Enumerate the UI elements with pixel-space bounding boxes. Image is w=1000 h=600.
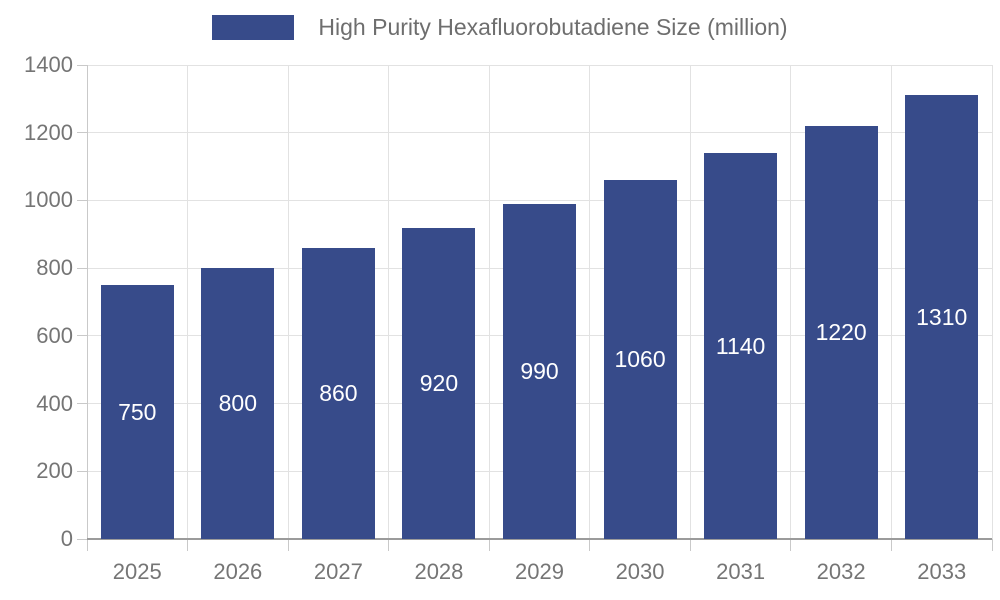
x-gridline xyxy=(488,65,490,539)
bar-value-label: 800 xyxy=(218,390,258,417)
x-axis-tick xyxy=(790,539,792,551)
bar-value-label: 750 xyxy=(118,398,157,425)
x-axis-tick xyxy=(589,539,591,551)
y-axis-tick xyxy=(77,199,87,201)
x-axis-tick-label: 2028 xyxy=(414,559,464,584)
y-axis-tick xyxy=(77,132,87,134)
x-axis-tick-label: 2029 xyxy=(515,559,564,584)
legend[interactable]: High Purity Hexafluorobutadiene Size (mi… xyxy=(0,14,1000,41)
y-axis-tick xyxy=(77,403,87,405)
bar: 1220 xyxy=(804,125,878,539)
bar-value-label: 1140 xyxy=(715,332,766,359)
y-axis-tick-label: 800 xyxy=(36,255,73,281)
y-axis-tick-label: 200 xyxy=(36,458,73,484)
x-axis-tick xyxy=(287,539,289,551)
x-axis-tick-label: 2033 xyxy=(917,559,967,584)
y-gridline xyxy=(87,199,992,201)
bar: 1060 xyxy=(603,180,677,539)
x-gridline xyxy=(589,65,591,539)
y-axis-line xyxy=(86,65,88,539)
bar: 1140 xyxy=(704,153,778,539)
bar: 1310 xyxy=(905,95,979,539)
x-gridline xyxy=(689,65,691,539)
bar-value-label: 1220 xyxy=(815,318,867,345)
legend-label: High Purity Hexafluorobutadiene Size (mi… xyxy=(318,14,788,40)
x-axis-tick xyxy=(388,539,390,551)
x-axis-tick-label: 2031 xyxy=(716,559,766,584)
y-axis-tick xyxy=(77,470,87,472)
y-axis-tick-label: 0 xyxy=(60,526,73,551)
y-axis-tick-label: 600 xyxy=(36,322,73,348)
x-gridline xyxy=(890,65,892,539)
x-axis-line xyxy=(87,538,992,540)
x-axis-tick-label: 2030 xyxy=(615,559,665,584)
x-gridline xyxy=(991,65,993,539)
x-axis-tick xyxy=(488,539,490,551)
x-gridline xyxy=(187,65,189,539)
bar-value-label: 1060 xyxy=(614,346,666,373)
y-axis-tick-label: 1000 xyxy=(24,187,73,213)
bar-value-label: 1310 xyxy=(916,303,968,330)
y-axis-tick-label: 1400 xyxy=(24,52,73,77)
bar-value-label: 860 xyxy=(319,379,358,406)
y-gridline xyxy=(87,64,992,66)
x-axis-tick-label: 2027 xyxy=(313,559,363,584)
bar-value-label: 990 xyxy=(520,357,559,384)
x-axis-tick xyxy=(689,539,691,551)
x-axis-tick-label: 2026 xyxy=(213,559,263,584)
y-gridline xyxy=(87,132,992,134)
bar: 800 xyxy=(201,268,275,539)
x-axis-tick xyxy=(187,539,189,551)
x-gridline xyxy=(790,65,792,539)
x-axis-tick xyxy=(86,539,88,551)
x-axis-tick xyxy=(991,539,993,551)
bar: 990 xyxy=(503,203,576,539)
bar: 920 xyxy=(402,227,476,539)
bar: 860 xyxy=(301,247,375,539)
legend-swatch-icon xyxy=(212,15,295,40)
x-gridline xyxy=(287,65,289,539)
y-axis-tick xyxy=(77,335,87,337)
x-axis-tick xyxy=(890,539,892,551)
y-axis-tick xyxy=(77,538,87,540)
x-gridline xyxy=(388,65,390,539)
y-axis-tick-label: 400 xyxy=(36,390,73,416)
bar: 750 xyxy=(100,285,174,539)
x-axis-tick-label: 2032 xyxy=(816,559,866,584)
y-axis-tick-label: 1200 xyxy=(24,119,73,145)
y-axis-tick xyxy=(77,64,87,66)
y-axis-tick xyxy=(77,267,87,269)
x-axis-tick-label: 2025 xyxy=(112,559,162,584)
bar-value-label: 920 xyxy=(419,369,459,396)
